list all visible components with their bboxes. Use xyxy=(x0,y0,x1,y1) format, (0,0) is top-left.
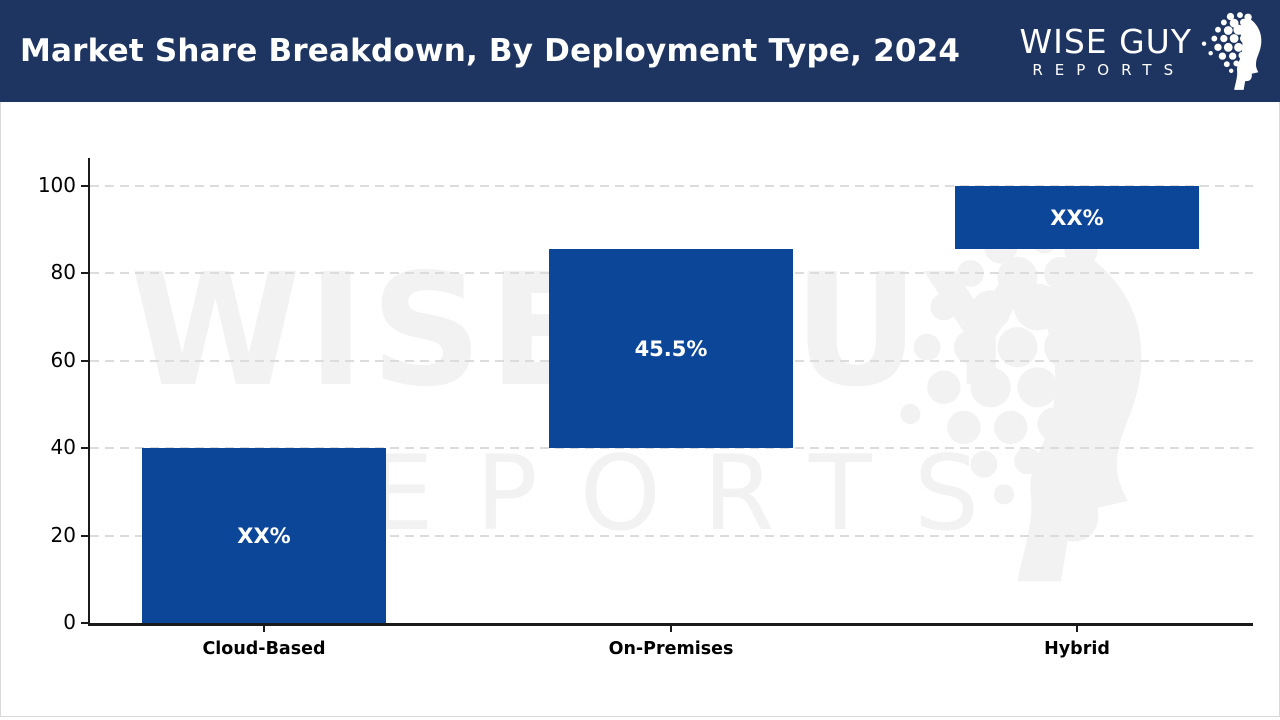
logo-wordmark: WISE GUY xyxy=(1019,21,1192,61)
wiseguy-face-icon xyxy=(1196,10,1262,92)
x-tick-mark xyxy=(1076,625,1078,632)
logo-text: WISE GUY REPORTS xyxy=(1019,25,1192,78)
wiseguy-logo: WISE GUY REPORTS xyxy=(1019,10,1262,92)
y-tick-label: 20 xyxy=(50,522,76,547)
y-tick-label: 60 xyxy=(50,347,76,372)
page-title: Market Share Breakdown, By Deployment Ty… xyxy=(20,33,961,69)
logo-subtext: REPORTS xyxy=(1032,60,1186,79)
y-axis-line xyxy=(88,158,90,625)
watermark-face-icon xyxy=(843,220,1145,588)
y-tick-mark xyxy=(81,622,88,624)
y-tick-mark xyxy=(81,185,88,187)
y-tick-label: 0 xyxy=(63,610,76,634)
gridline-40 xyxy=(90,447,1253,450)
gridline-100 xyxy=(90,185,1253,187)
bar-value-label: XX% xyxy=(237,523,291,548)
x-category-label-2: On-Premises xyxy=(608,639,734,659)
y-tick-mark xyxy=(81,272,88,275)
x-category-label-3: Hybrid xyxy=(1044,639,1110,659)
y-tick-label: 40 xyxy=(50,435,76,460)
x-category-label-1: Cloud-Based xyxy=(202,639,326,659)
header-banner: Market Share Breakdown, By Deployment Ty… xyxy=(0,0,1280,102)
y-tick-mark xyxy=(81,359,88,362)
bar-value-label: 45.5% xyxy=(634,336,708,361)
y-tick-mark xyxy=(81,534,88,537)
x-tick-mark xyxy=(670,625,672,632)
y-tick-mark xyxy=(81,447,88,450)
bar-cloud-based: XX% xyxy=(142,448,386,623)
bar-value-label: XX% xyxy=(1050,205,1104,230)
bar-hybrid: XX% xyxy=(955,186,1199,250)
gridline-20 xyxy=(90,534,1253,537)
y-tick-label: 100 xyxy=(37,173,76,197)
x-tick-mark xyxy=(263,625,265,632)
chart-area: WISE GUY REPORTS 0 20 40 60 80 100 XX% 45.5% XX%… xyxy=(0,102,1280,720)
y-tick-label: 80 xyxy=(50,260,76,285)
bar-on-premises: 45.5% xyxy=(549,249,793,449)
x-axis-line xyxy=(88,623,1253,626)
